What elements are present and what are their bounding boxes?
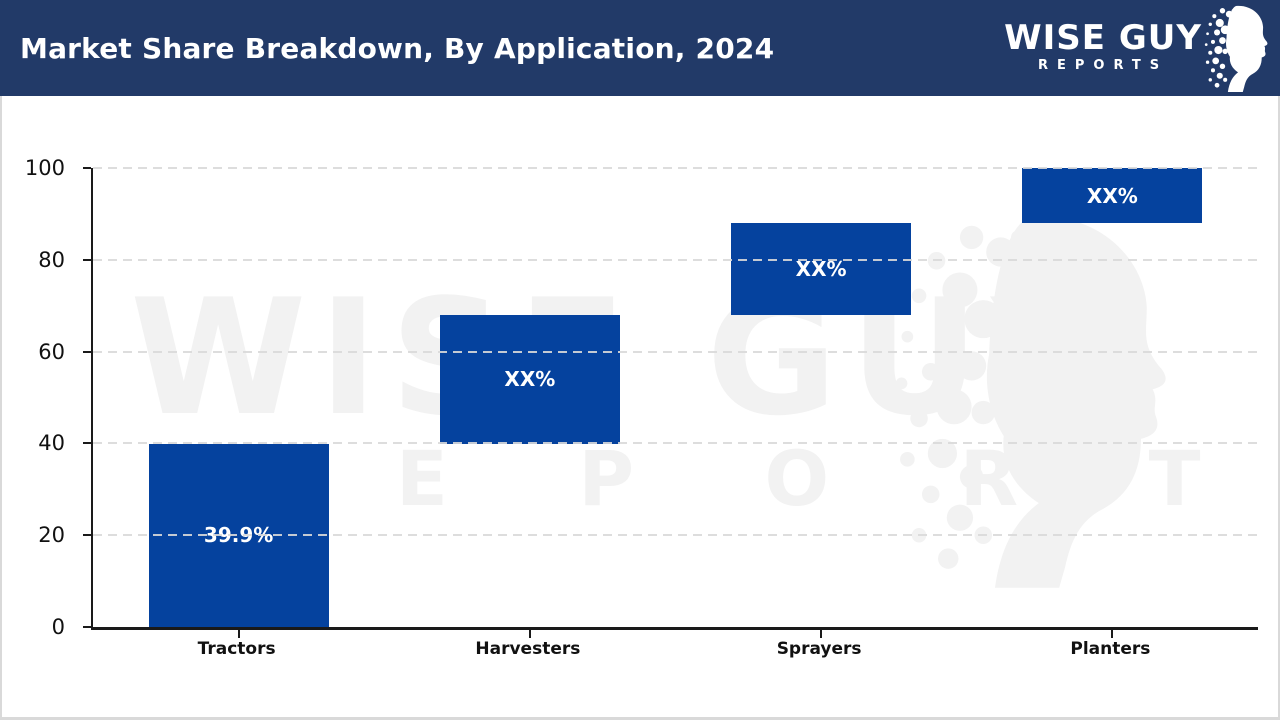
wiseguy-logo: WISE GUY REPORTS bbox=[1004, 0, 1274, 96]
y-tick-label-60: 60 bbox=[38, 339, 65, 364]
x-tick-tractors bbox=[237, 630, 240, 638]
y-tick-80 bbox=[83, 258, 91, 261]
gridline-80 bbox=[93, 258, 1258, 261]
bar-planters: XX% bbox=[1022, 168, 1203, 224]
x-tick-label-tractors: Tractors bbox=[197, 639, 276, 659]
x-tick-label-sprayers: Sprayers bbox=[776, 639, 862, 659]
y-tick-100 bbox=[83, 167, 91, 169]
bar-value-label: XX% bbox=[795, 256, 847, 281]
x-tick-label-planters: Planters bbox=[1070, 639, 1151, 659]
y-tick-label-100: 100 bbox=[24, 156, 65, 180]
gridline-100 bbox=[93, 167, 1258, 169]
x-tick-harvesters bbox=[528, 630, 531, 638]
plot-area: 39.9% XX% XX% XX% bbox=[83, 167, 1258, 638]
y-axis-labels: 0 20 40 60 80 100 bbox=[2, 96, 81, 720]
logo-wordmark: WISE GUY bbox=[1004, 18, 1202, 58]
bar-sprayers: XX% bbox=[731, 223, 912, 315]
bar-value-label: XX% bbox=[1086, 183, 1138, 208]
chart-title: Market Share Breakdown, By Application, … bbox=[20, 31, 775, 65]
y-tick-60 bbox=[83, 350, 91, 353]
y-tick-0 bbox=[83, 626, 91, 628]
bar-value-label: XX% bbox=[504, 367, 556, 392]
x-tick-label-harvesters: Harvesters bbox=[475, 639, 581, 659]
x-tick-sprayers bbox=[820, 630, 823, 638]
header-bar: Market Share Breakdown, By Application, … bbox=[0, 0, 1280, 96]
logo-subtitle: REPORTS bbox=[1038, 58, 1169, 73]
gridline-60 bbox=[93, 350, 1258, 353]
y-tick-label-40: 40 bbox=[38, 431, 65, 456]
gridline-40 bbox=[93, 442, 1258, 445]
gridline-20 bbox=[93, 534, 1258, 537]
y-tick-40 bbox=[83, 442, 91, 445]
logo-text: WISE GUY REPORTS bbox=[1004, 20, 1202, 73]
y-tick-20 bbox=[83, 534, 91, 537]
x-tick-planters bbox=[1111, 630, 1114, 638]
y-tick-label-0: 0 bbox=[51, 615, 65, 639]
dotted-head-icon bbox=[1204, 5, 1268, 92]
x-axis-labels: Tractors Harvesters Sprayers Planters bbox=[2, 96, 1280, 720]
y-tick-label-80: 80 bbox=[38, 247, 65, 272]
y-tick-label-20: 20 bbox=[38, 523, 65, 548]
bar-harvesters: XX% bbox=[439, 314, 620, 444]
